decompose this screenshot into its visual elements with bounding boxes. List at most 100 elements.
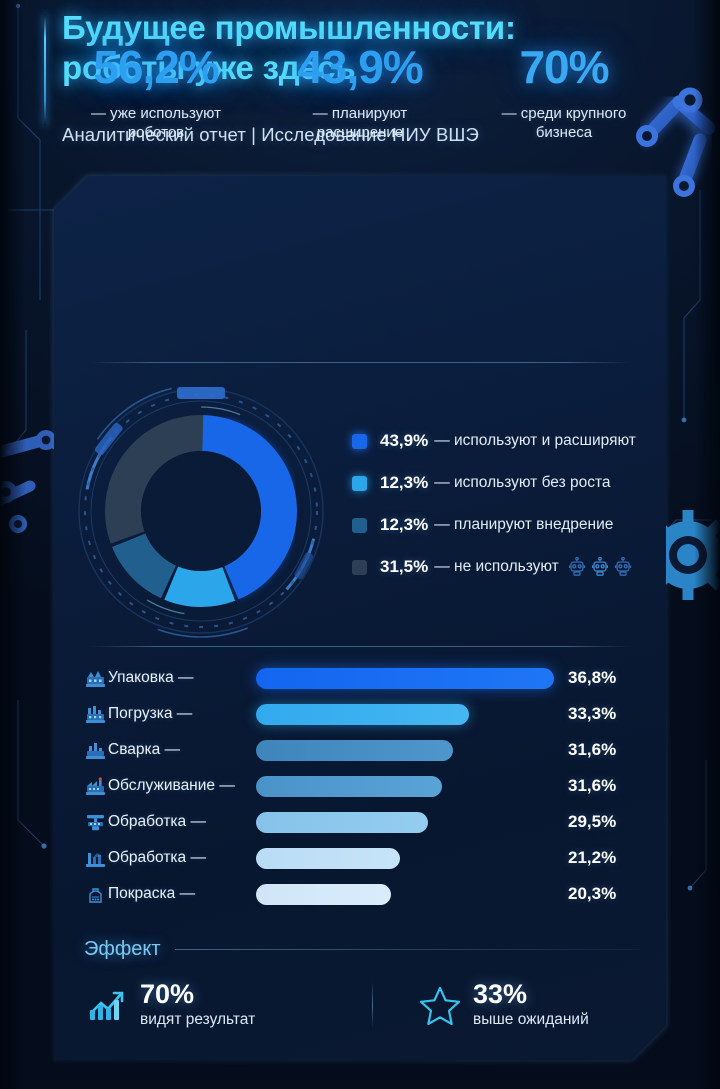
kpi-label-line-2: расширение: [316, 124, 404, 142]
bar-label: Сварка —: [108, 741, 181, 758]
star-icon: [417, 985, 463, 1025]
title-accent-bar: [44, 14, 46, 126]
donut-hole: [141, 451, 261, 571]
legend-item: 12,3% — используют без роста: [352, 462, 662, 504]
bar-label: Обработка —: [108, 813, 206, 830]
bar-row: Упаковка — 36,8%: [82, 660, 642, 696]
effect-value: 33%: [473, 979, 528, 1009]
bar-label: Обслуживание —: [108, 777, 235, 794]
factory-loading-icon: [82, 705, 108, 724]
bar-value: 33,3%: [568, 704, 617, 723]
legend-label: — используют без роста: [434, 474, 611, 491]
bar-row: Покраска — 20,3%: [82, 876, 642, 912]
donut-chart: [62, 378, 340, 644]
header: Будущее промышленности: роботы уже здесь…: [0, 0, 720, 172]
bar-row: Погрузка — 33,3%: [82, 696, 642, 732]
bar-fill: [256, 811, 428, 833]
kpi-label-line-2: бизнеса: [535, 124, 593, 142]
bar-fill: [256, 739, 453, 761]
machine-press-icon: [82, 813, 108, 832]
effect-title: Эффект: [84, 938, 161, 960]
legend-swatch: [352, 559, 367, 575]
kpi-item: 56,2% — уже используют роботов: [54, 40, 258, 142]
bar-track: [256, 840, 556, 876]
title-line-2: роботы уже здесь: [62, 48, 356, 86]
bar-value: 29,5%: [568, 812, 617, 831]
effect-header: Эффект: [84, 938, 640, 961]
divider-bars: [90, 646, 630, 647]
kpi-item: 43,9% — планируют расширение: [258, 40, 462, 142]
subtitle: Аналитический отчет | Исследование НИУ В…: [62, 124, 479, 145]
bar-value: 36,8%: [568, 668, 617, 687]
kpi-label-line-2: роботов: [127, 124, 185, 142]
bar-value: 31,6%: [568, 776, 617, 795]
donut-legend: 43,9% — используют и расширяют 12,3% — и…: [352, 420, 662, 588]
bar-label: Упаковка —: [108, 669, 194, 686]
legend-label: — используют и расширяют: [434, 432, 636, 449]
divider-kpi: [90, 362, 630, 363]
bar-chart: Упаковка — 36,8% Погрузка — 33,3% Сварка…: [82, 660, 642, 912]
bar-value: 31,6%: [568, 740, 617, 759]
bar-row: Обработка — 21,2%: [82, 840, 642, 876]
kpi-label-line-1: — среди крупного: [501, 105, 627, 122]
title-line-1: Будущее промышленности:: [62, 9, 516, 46]
robot-head-icon: [568, 557, 585, 576]
legend-item: 12,3% — планируют внедрение: [352, 504, 662, 546]
legend-percent: 31,5%: [380, 557, 429, 576]
donut-hud-rings: [74, 384, 328, 638]
bar-fill: [256, 883, 391, 905]
paint-spray-icon: [82, 885, 108, 904]
left-vignette: [0, 0, 26, 1089]
page-title: Будущее промышленности: роботы уже здесь: [62, 8, 662, 87]
bar-value: 20,3%: [568, 884, 617, 903]
effect-row: 70% видят результат 33% выше ожиданий: [84, 980, 644, 1029]
effect-value: 70%: [140, 979, 195, 1009]
bar-label: Обработка —: [108, 849, 206, 866]
bar-track: [256, 696, 556, 732]
donut-segments: [105, 415, 297, 607]
effect-divider: [174, 949, 640, 950]
bar-track: [256, 804, 556, 840]
bar-row: Сварка — 31,6%: [82, 732, 642, 768]
robot-head-icon: [614, 557, 631, 576]
effect-separator: [372, 981, 373, 1028]
kpi-label: — планируют расширение: [258, 104, 462, 142]
kpi-value: 56,2%: [93, 41, 219, 93]
legend-swatch: [352, 475, 367, 491]
legend-swatch: [352, 517, 367, 533]
bar-row: Обработка — 29,5%: [82, 804, 642, 840]
legend-percent: 12,3%: [380, 515, 429, 534]
kpi-label-line-1: — уже используют: [91, 105, 221, 122]
bar-fill: [256, 847, 400, 869]
kpi-value: 70%: [519, 41, 609, 93]
legend-item: 43,9% — используют и расширяют: [352, 420, 662, 462]
effect-text: 33% выше ожиданий: [473, 980, 589, 1029]
kpi-value: 43,9%: [297, 41, 423, 93]
legend-swatch: [352, 433, 367, 449]
factory-packaging-icon: [82, 669, 108, 688]
bar-fill: [256, 667, 554, 689]
bar-value: 21,2%: [568, 848, 617, 867]
legend-label: — не используют: [434, 558, 559, 575]
robot-emoji-group: [568, 557, 632, 577]
legend-item: 31,5% — не используют: [352, 546, 662, 588]
effect-label: видят результат: [140, 1011, 256, 1029]
right-vignette: [694, 0, 720, 1089]
robot-head-icon: [591, 557, 608, 576]
kpi-label: — среди крупного бизнеса: [462, 104, 666, 142]
kpi-row: 56,2% — уже используют роботов 43,9% — п…: [54, 40, 666, 142]
bar-label: Покраска —: [108, 885, 196, 902]
chart-factory-icon: [82, 849, 108, 868]
effect-text: 70% видят результат: [140, 980, 255, 1029]
bar-fill: [256, 703, 469, 725]
effect-label: выше ожиданий: [473, 1011, 589, 1029]
bar-track: [256, 876, 556, 912]
factory-welding-icon: [82, 741, 108, 760]
bar-fill: [256, 775, 442, 797]
effect-item: 70% видят результат: [84, 980, 372, 1029]
factory-service-icon: [82, 776, 108, 796]
chart-growth-icon: [84, 986, 130, 1024]
bar-track: [256, 732, 556, 768]
bar-label: Погрузка —: [108, 705, 193, 722]
